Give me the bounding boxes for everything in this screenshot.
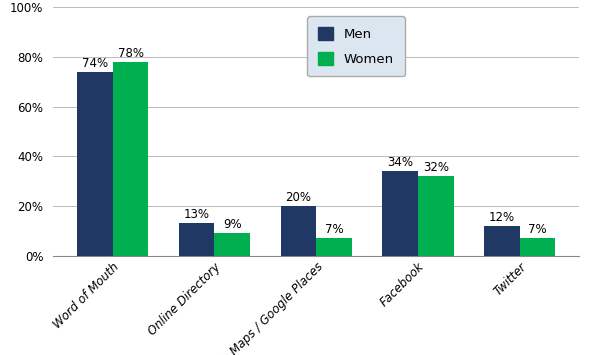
Text: 74%: 74% (82, 57, 108, 70)
Text: 34%: 34% (387, 156, 413, 169)
Text: 7%: 7% (528, 223, 547, 236)
Bar (113, 62, 148, 256)
Bar (382, 171, 418, 256)
Bar (484, 226, 519, 256)
Text: 12%: 12% (489, 211, 515, 224)
Text: 7%: 7% (324, 223, 343, 236)
Bar (281, 206, 316, 256)
Bar (215, 233, 250, 256)
Legend: Men, Women: Men, Women (307, 16, 405, 76)
Bar (77, 72, 113, 256)
Text: 32%: 32% (423, 161, 449, 174)
Bar (519, 238, 556, 256)
Bar (418, 176, 453, 256)
Bar (179, 223, 215, 256)
Bar (316, 238, 352, 256)
Text: 20%: 20% (285, 191, 311, 204)
Text: 13%: 13% (184, 208, 210, 221)
Text: 78%: 78% (118, 47, 144, 60)
Text: 9%: 9% (223, 218, 242, 231)
